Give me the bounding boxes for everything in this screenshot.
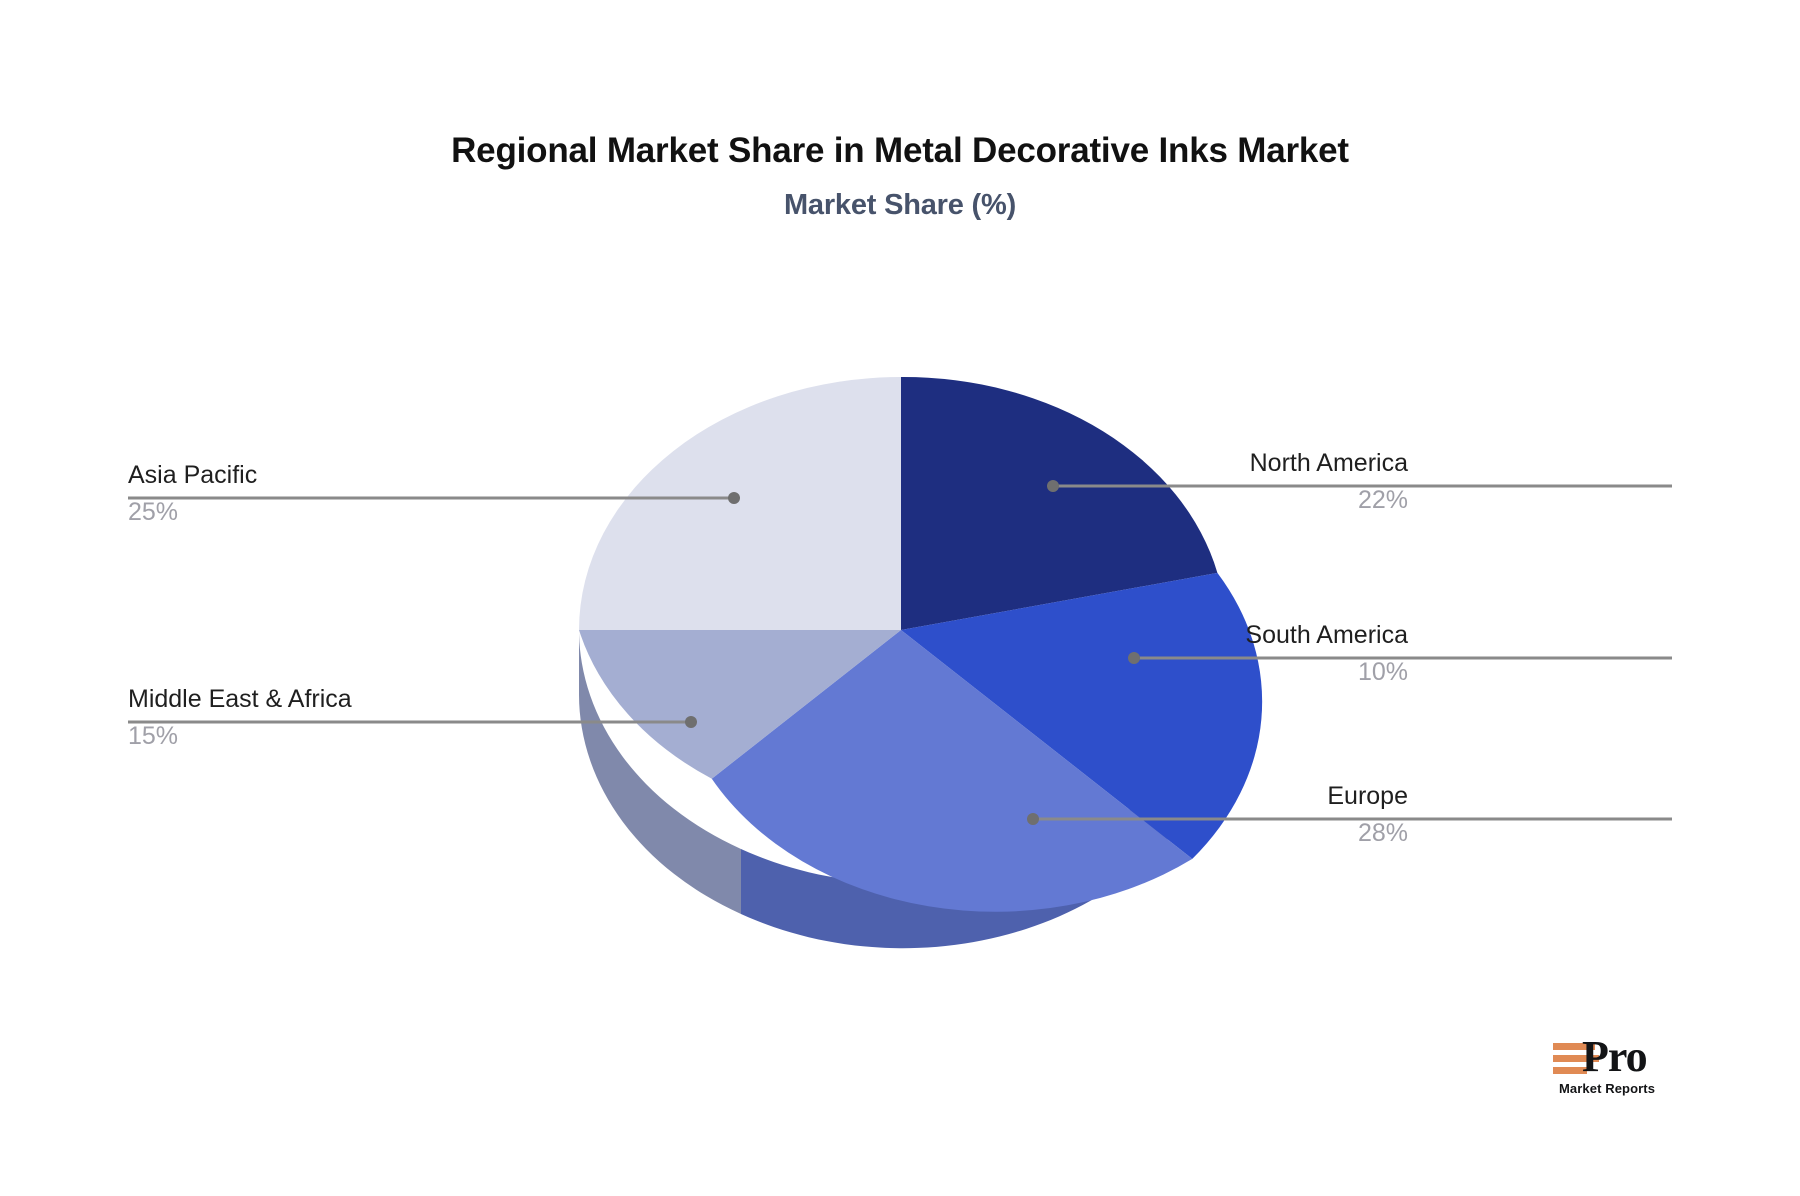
logo-bar-3 [1553, 1067, 1587, 1074]
leader-dot-asia-pacific [728, 492, 740, 504]
pie-label-middle-east-africa-name: Middle East & Africa [128, 685, 352, 713]
pie-label-middle-east-africa: Middle East & Africa 15% [128, 684, 352, 751]
pie-label-asia-pacific: Asia Pacific 25% [128, 460, 257, 527]
leader-dot-middle-east-africa [685, 716, 697, 728]
pie-slice-north-america[interactable] [901, 376, 1218, 630]
pie-slice-europe[interactable] [711, 630, 1193, 912]
pie-label-middle-east-africa-value: 15% [128, 722, 179, 750]
pie-side-middle-east-africa [579, 630, 741, 914]
chart-title: Regional Market Share in Metal Decorativ… [451, 131, 1349, 170]
pie-label-north-america-value: 22% [1357, 486, 1408, 514]
pie-label-asia-pacific-value: 25% [128, 498, 179, 526]
logo-bars-icon [1553, 1043, 1599, 1081]
logo-bar-2 [1553, 1055, 1599, 1062]
pro-market-reports-logo: Pro Market Reports [1553, 1032, 1673, 1097]
pie-label-south-america: South America 10% [1245, 620, 1408, 687]
logo-wordmark: Pro [1582, 1032, 1648, 1081]
pie-label-south-america-name: South America [1245, 621, 1408, 649]
pie-label-north-america-name: North America [1249, 449, 1408, 477]
pie-label-north-america: North America 22% [1250, 448, 1408, 515]
pie-label-asia-pacific-name: Asia Pacific [128, 461, 258, 489]
leader-dot-south-america [1128, 652, 1140, 664]
pie-leader-lines [128, 484, 1672, 821]
pie-slice-asia-pacific[interactable] [579, 377, 901, 630]
leader-dot-europe [1027, 813, 1039, 825]
pie-label-europe-value: 28% [1357, 819, 1408, 847]
pie-slice-middle-east-africa[interactable] [579, 630, 901, 779]
logo-tagline: Market Reports [1559, 1081, 1656, 1096]
leader-dot-north-america [1047, 480, 1059, 492]
pie-slices [579, 376, 1263, 912]
chart-subtitle: Market Share (%) [783, 189, 1017, 221]
pie-label-south-america-value: 10% [1357, 658, 1408, 686]
pie-label-europe-name: Europe [1327, 782, 1408, 810]
logo-bar-1 [1553, 1043, 1595, 1050]
pie-slice-south-america[interactable] [901, 572, 1263, 859]
pie-leader-dots [685, 480, 1140, 825]
pie-label-europe: Europe 28% [1327, 781, 1408, 848]
